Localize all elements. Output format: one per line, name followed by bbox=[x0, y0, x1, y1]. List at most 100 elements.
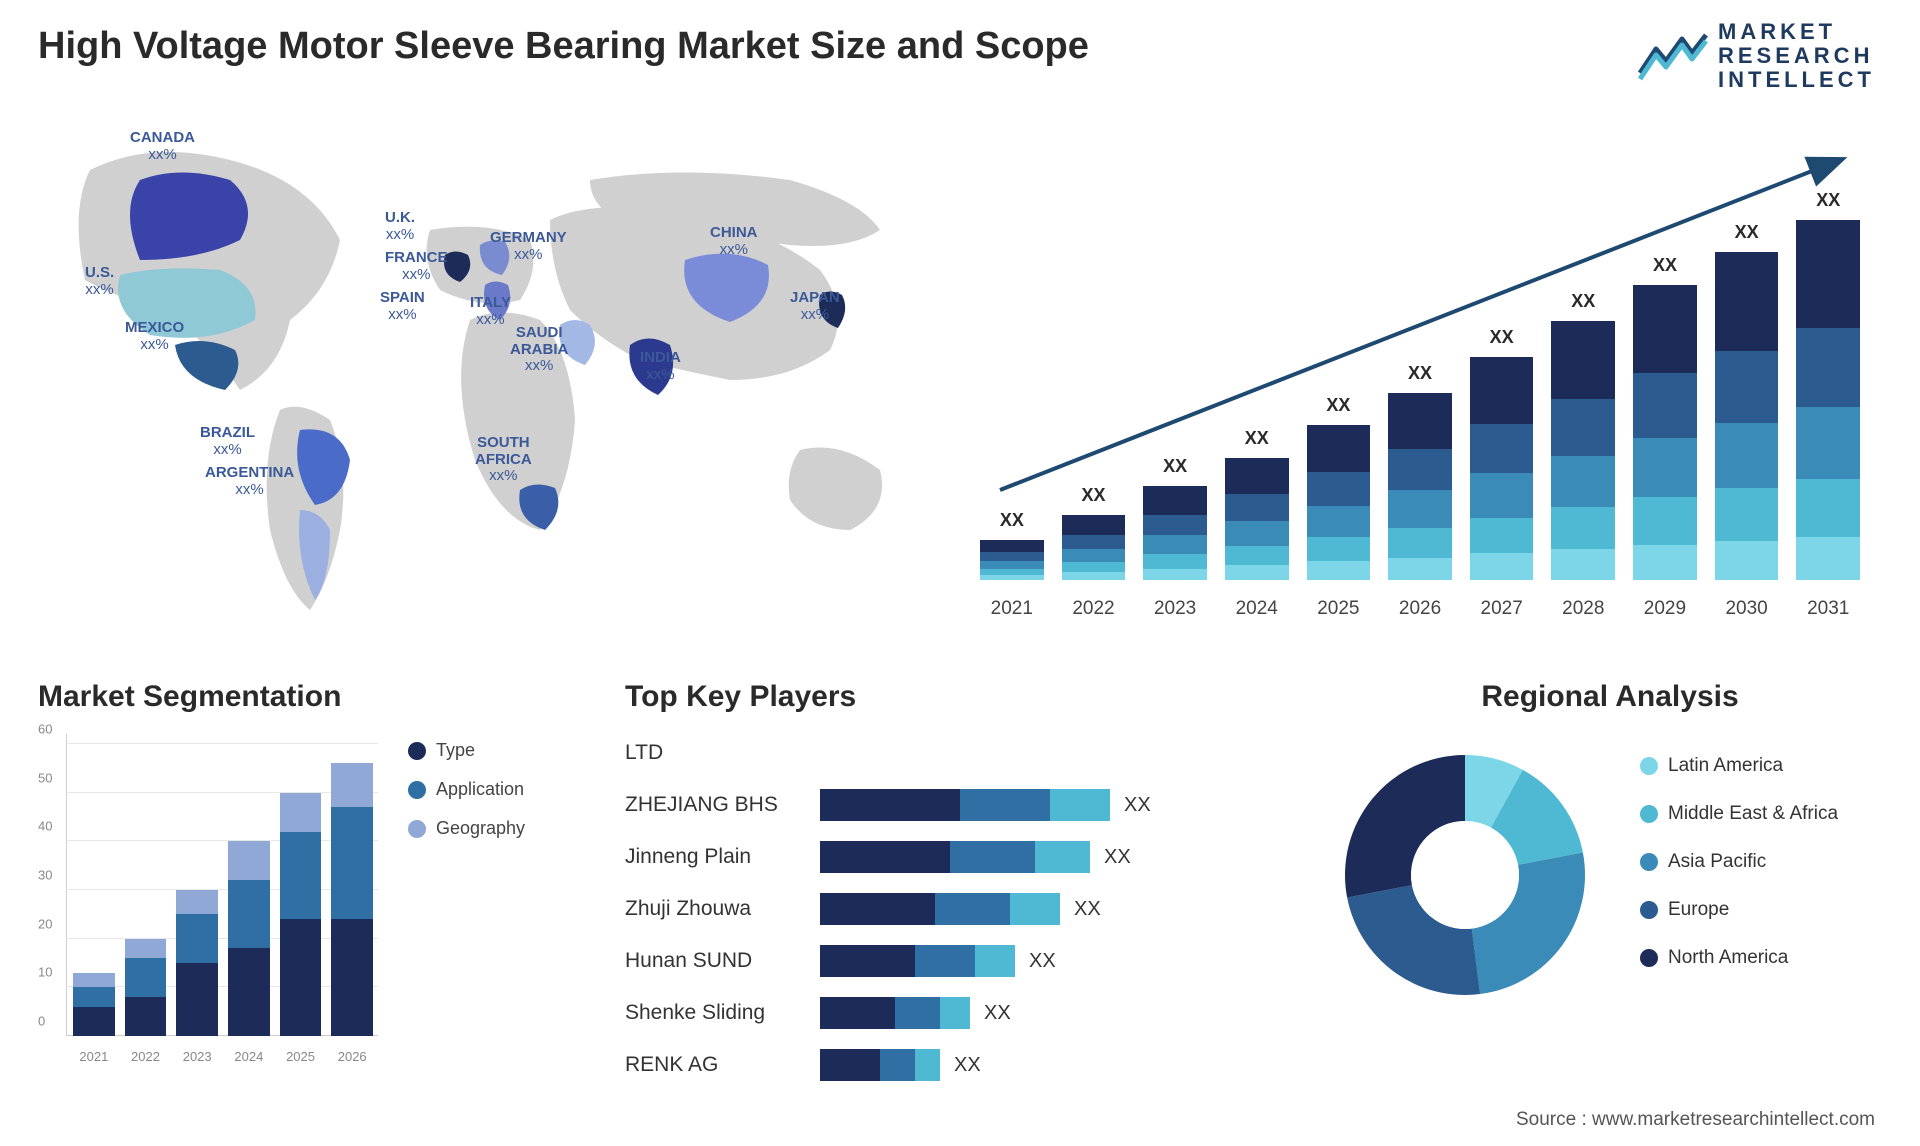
growth-bar-segment bbox=[1225, 494, 1289, 521]
growth-bar-segment bbox=[1062, 549, 1126, 562]
seg-x-label: 2025 bbox=[280, 1049, 322, 1064]
growth-bar-segment bbox=[1796, 537, 1860, 580]
player-name: Zhuji Zhouwa bbox=[625, 897, 820, 921]
seg-legend-item: Geography bbox=[408, 818, 525, 839]
legend-label: Geography bbox=[436, 818, 525, 839]
growth-year-label: 2027 bbox=[1470, 598, 1534, 620]
player-bar-segment bbox=[820, 893, 935, 925]
growth-bar-segment bbox=[1388, 528, 1452, 558]
growth-year-label: 2022 bbox=[1062, 598, 1126, 620]
seg-bar-segment bbox=[228, 948, 270, 1036]
map-label-argentina: ARGENTINAxx% bbox=[205, 465, 294, 498]
seg-bar-segment bbox=[228, 880, 270, 948]
growth-bar-segment bbox=[980, 575, 1044, 580]
seg-bar-segment bbox=[280, 793, 322, 832]
legend-color-icon bbox=[1640, 757, 1658, 775]
player-row: LTD bbox=[625, 734, 1265, 772]
player-row: Shenke SlidingXX bbox=[625, 994, 1265, 1032]
map-label-spain: SPAINxx% bbox=[380, 290, 425, 323]
player-name: Shenke Sliding bbox=[625, 1001, 820, 1025]
legend-color-icon bbox=[1640, 949, 1658, 967]
legend-color-icon bbox=[1640, 853, 1658, 871]
page-title: High Voltage Motor Sleeve Bearing Market… bbox=[38, 25, 1089, 68]
brand-logo: MARKET RESEARCH INTELLECT bbox=[1638, 20, 1875, 93]
growth-bar-segment bbox=[1551, 456, 1615, 508]
growth-bar-segment bbox=[1715, 488, 1779, 540]
growth-bar-label: XX bbox=[1633, 255, 1697, 276]
player-row: Zhuji Zhouwa XX bbox=[625, 890, 1265, 928]
regional-section: Regional Analysis Latin AmericaMiddle Ea… bbox=[1330, 680, 1890, 734]
growth-bar-2027: XX bbox=[1470, 357, 1534, 580]
player-bar bbox=[820, 1049, 940, 1081]
growth-bar-2022: XX bbox=[1062, 515, 1126, 580]
growth-year-label: 2029 bbox=[1633, 598, 1697, 620]
player-bar bbox=[820, 789, 1110, 821]
seg-bar-segment bbox=[125, 997, 167, 1036]
growth-bar-segment bbox=[1633, 285, 1697, 374]
regional-donut-chart bbox=[1330, 740, 1600, 1010]
donut-hole bbox=[1411, 821, 1519, 929]
growth-year-label: 2028 bbox=[1551, 598, 1615, 620]
world-map-svg bbox=[30, 110, 930, 630]
growth-bar-label: XX bbox=[1551, 291, 1615, 312]
seg-y-tick: 30 bbox=[38, 868, 52, 883]
player-bar bbox=[820, 945, 1015, 977]
legend-label: Type bbox=[436, 740, 475, 761]
segmentation-title: Market Segmentation bbox=[38, 680, 568, 714]
growth-bar-label: XX bbox=[1715, 222, 1779, 243]
growth-bar-label: XX bbox=[1062, 485, 1126, 506]
growth-bar-segment bbox=[1307, 561, 1371, 580]
growth-bar-2031: XX bbox=[1796, 220, 1860, 580]
legend-label: Middle East & Africa bbox=[1668, 803, 1838, 825]
growth-bar-segment bbox=[1388, 558, 1452, 580]
growth-bar-label: XX bbox=[1470, 327, 1534, 348]
player-bar-segment bbox=[1010, 893, 1060, 925]
growth-bar-segment bbox=[1225, 521, 1289, 545]
map-label-germany: GERMANYxx% bbox=[490, 230, 567, 263]
player-bar-segment bbox=[1035, 841, 1090, 873]
growth-bar-segment bbox=[1796, 220, 1860, 328]
growth-year-label: 2031 bbox=[1796, 598, 1860, 620]
seg-y-tick: 60 bbox=[38, 722, 52, 737]
seg-bar-segment bbox=[73, 987, 115, 1006]
growth-bar-segment bbox=[980, 552, 1044, 561]
logo-text: MARKET RESEARCH INTELLECT bbox=[1718, 20, 1875, 93]
player-value: XX bbox=[954, 1054, 981, 1077]
growth-bar-segment bbox=[1470, 424, 1534, 473]
seg-bar-segment bbox=[331, 807, 373, 919]
logo-line-3: INTELLECT bbox=[1718, 68, 1875, 92]
seg-legend-item: Application bbox=[408, 779, 525, 800]
map-label-saudi-arabia: SAUDIARABIAxx% bbox=[510, 325, 568, 375]
regional-legend-item: Middle East & Africa bbox=[1640, 803, 1838, 825]
map-label-u-k-: U.K.xx% bbox=[385, 210, 415, 243]
player-row: Hunan SUNDXX bbox=[625, 942, 1265, 980]
seg-x-label: 2021 bbox=[73, 1049, 115, 1064]
player-name: ZHEJIANG BHS bbox=[625, 793, 820, 817]
player-bar-segment bbox=[820, 789, 960, 821]
player-bar-segment bbox=[820, 841, 950, 873]
map-label-france: FRANCExx% bbox=[385, 250, 448, 283]
player-value: XX bbox=[1074, 898, 1101, 921]
growth-bar-label: XX bbox=[980, 510, 1044, 531]
player-name: LTD bbox=[625, 741, 820, 765]
player-row: RENK AGXX bbox=[625, 1046, 1265, 1084]
player-bar-segment bbox=[975, 945, 1015, 977]
growth-bar-2030: XX bbox=[1715, 252, 1779, 580]
map-label-mexico: MEXICOxx% bbox=[125, 320, 184, 353]
growth-bar-segment bbox=[1143, 535, 1207, 554]
player-bar-segment bbox=[960, 789, 1050, 821]
seg-bar-2025 bbox=[280, 793, 322, 1036]
growth-bar-segment bbox=[1388, 490, 1452, 527]
seg-bar-segment bbox=[331, 919, 373, 1036]
map-label-italy: ITALYxx% bbox=[470, 295, 511, 328]
growth-bar-segment bbox=[1225, 546, 1289, 566]
growth-bar-segment bbox=[1551, 321, 1615, 399]
regional-legend-item: Asia Pacific bbox=[1640, 851, 1838, 873]
growth-bar-segment bbox=[1225, 565, 1289, 580]
legend-color-icon bbox=[408, 742, 426, 760]
seg-x-label: 2026 bbox=[331, 1049, 373, 1064]
seg-bar-2024 bbox=[228, 841, 270, 1036]
growth-bar-segment bbox=[1796, 479, 1860, 537]
player-bar bbox=[820, 997, 970, 1029]
growth-bar-segment bbox=[1796, 407, 1860, 479]
